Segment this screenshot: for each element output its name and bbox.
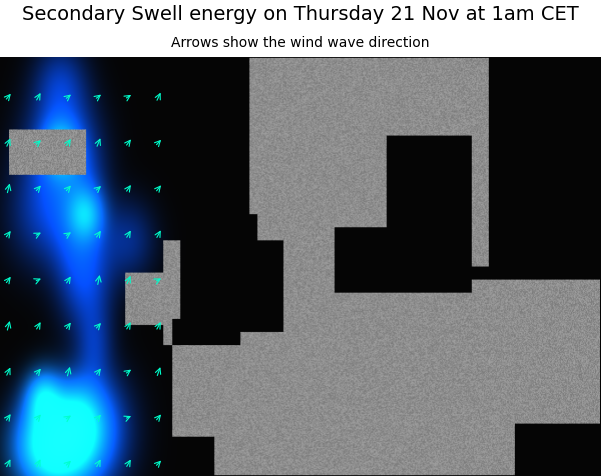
Text: Arrows show the wind wave direction: Arrows show the wind wave direction (171, 36, 430, 50)
Text: Secondary Swell energy on Thursday 21 Nov at 1am CET: Secondary Swell energy on Thursday 21 No… (22, 5, 579, 24)
